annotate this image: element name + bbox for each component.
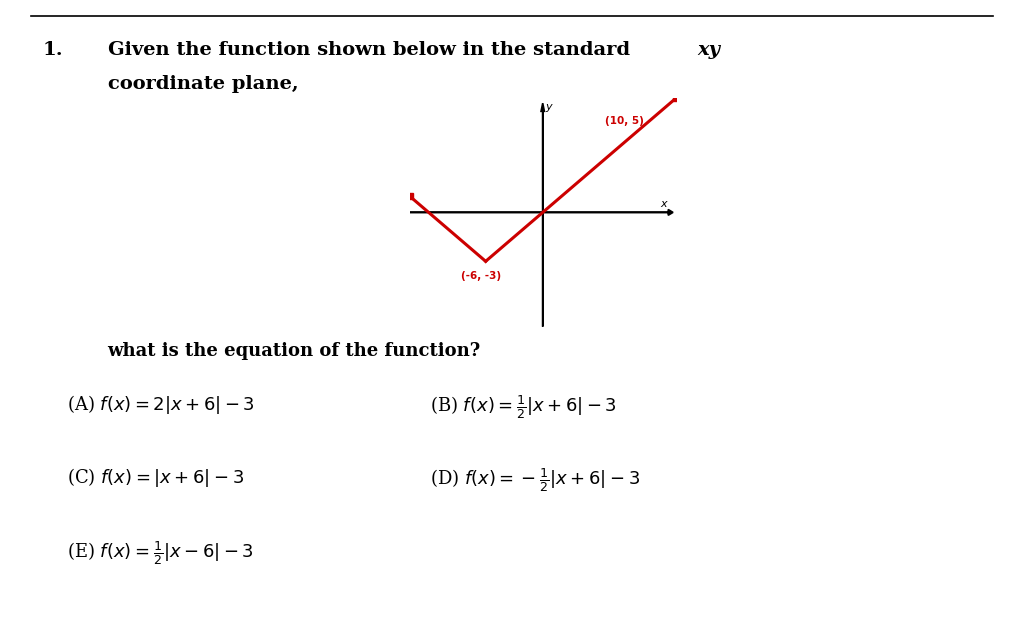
Text: coordinate plane,: coordinate plane,: [108, 75, 298, 93]
Text: (-6, -3): (-6, -3): [461, 271, 501, 281]
FancyArrow shape: [410, 209, 673, 216]
FancyArrow shape: [541, 103, 545, 327]
Text: x: x: [659, 200, 667, 209]
Text: y: y: [546, 101, 552, 112]
Text: (B) $f(x) = \frac{1}{2}|x + 6| -3$: (B) $f(x) = \frac{1}{2}|x + 6| -3$: [430, 393, 616, 421]
Text: (D) $f(x) = -\frac{1}{2}|x + 6| -3$: (D) $f(x) = -\frac{1}{2}|x + 6| -3$: [430, 466, 640, 494]
Text: Given the function shown below in the standard: Given the function shown below in the st…: [108, 41, 636, 59]
Text: (E) $f(x) = \frac{1}{2}|x - 6| -3$: (E) $f(x) = \frac{1}{2}|x - 6| -3$: [67, 539, 253, 567]
Text: (A) $f(x) = 2|x + 6| -3$: (A) $f(x) = 2|x + 6| -3$: [67, 393, 254, 416]
Text: xy: xy: [697, 41, 720, 59]
Text: what is the equation of the function?: what is the equation of the function?: [108, 342, 480, 360]
Text: 1.: 1.: [43, 41, 63, 59]
Text: (10, 5): (10, 5): [604, 117, 643, 126]
Text: (C) $f(x) = |x + 6| -3$: (C) $f(x) = |x + 6| -3$: [67, 466, 244, 489]
